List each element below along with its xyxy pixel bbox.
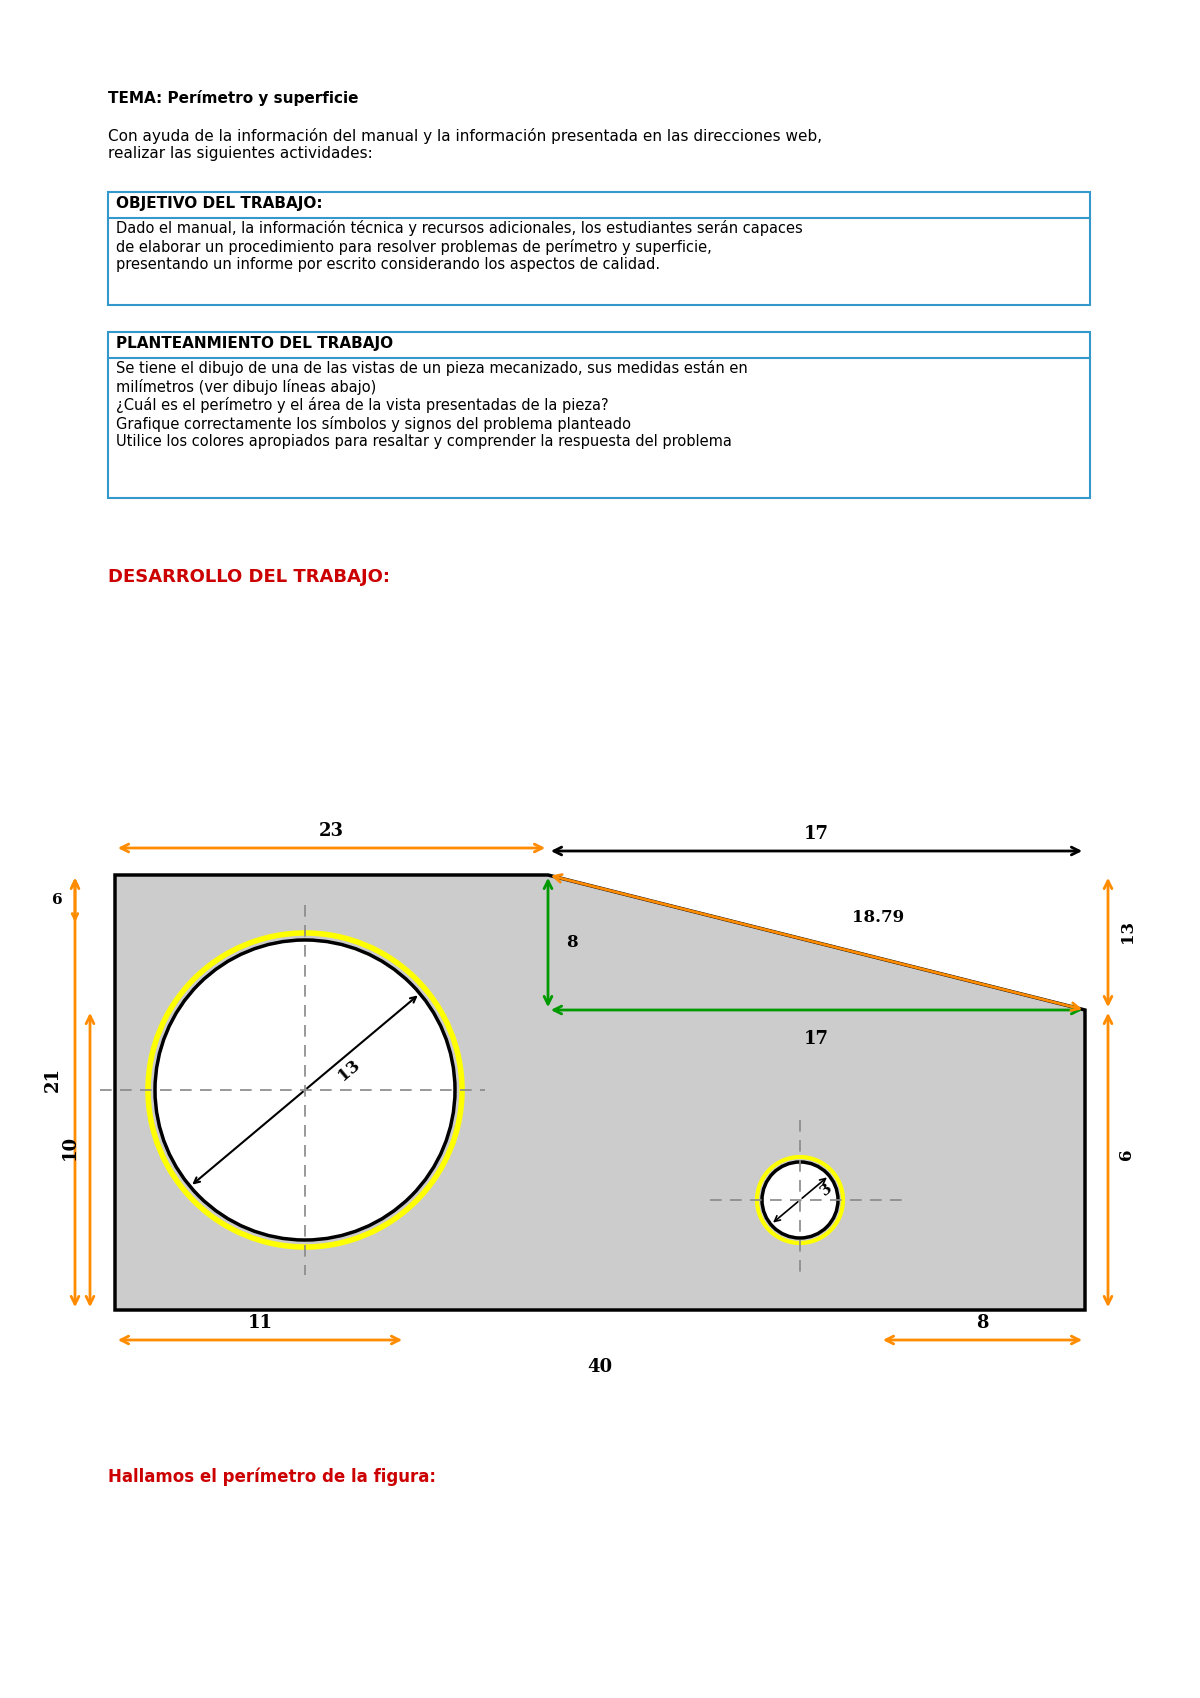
Text: 13: 13 — [1120, 919, 1136, 942]
Text: TEMA: Perímetro y superficie: TEMA: Perímetro y superficie — [108, 90, 359, 105]
Text: Dado el manual, la información técnica y recursos adicionales, los estudiantes s: Dado el manual, la información técnica y… — [116, 221, 803, 272]
Text: 10: 10 — [61, 1134, 79, 1160]
Circle shape — [155, 941, 455, 1240]
Polygon shape — [115, 874, 1085, 1309]
Text: Con ayuda de la información del manual y la información presentada en las direcc: Con ayuda de la información del manual y… — [108, 127, 822, 161]
Text: 8: 8 — [566, 934, 577, 951]
Text: 40: 40 — [588, 1358, 612, 1375]
Text: OBJETIVO DEL TRABAJO:: OBJETIVO DEL TRABAJO: — [116, 195, 323, 211]
Text: 6: 6 — [1117, 1148, 1134, 1160]
Text: 23: 23 — [319, 822, 344, 841]
Circle shape — [762, 1161, 838, 1238]
Text: Se tiene el dibujo de una de las vistas de un pieza mecanizado, sus medidas está: Se tiene el dibujo de una de las vistas … — [116, 360, 748, 450]
Text: 21: 21 — [44, 1068, 62, 1092]
Text: Hallamos el perímetro de la figura:: Hallamos el perímetro de la figura: — [108, 1469, 436, 1486]
Text: 17: 17 — [804, 1031, 829, 1048]
Text: 8: 8 — [977, 1314, 989, 1331]
Text: 3: 3 — [818, 1182, 835, 1199]
Text: 13: 13 — [335, 1056, 364, 1083]
Text: 6: 6 — [52, 893, 62, 907]
Text: PLANTEANMIENTO DEL TRABAJO: PLANTEANMIENTO DEL TRABAJO — [116, 336, 394, 351]
Text: 18.79: 18.79 — [852, 908, 904, 925]
Text: 17: 17 — [804, 825, 829, 842]
Text: 11: 11 — [247, 1314, 272, 1331]
Text: DESARROLLO DEL TRABAJO:: DESARROLLO DEL TRABAJO: — [108, 569, 390, 586]
